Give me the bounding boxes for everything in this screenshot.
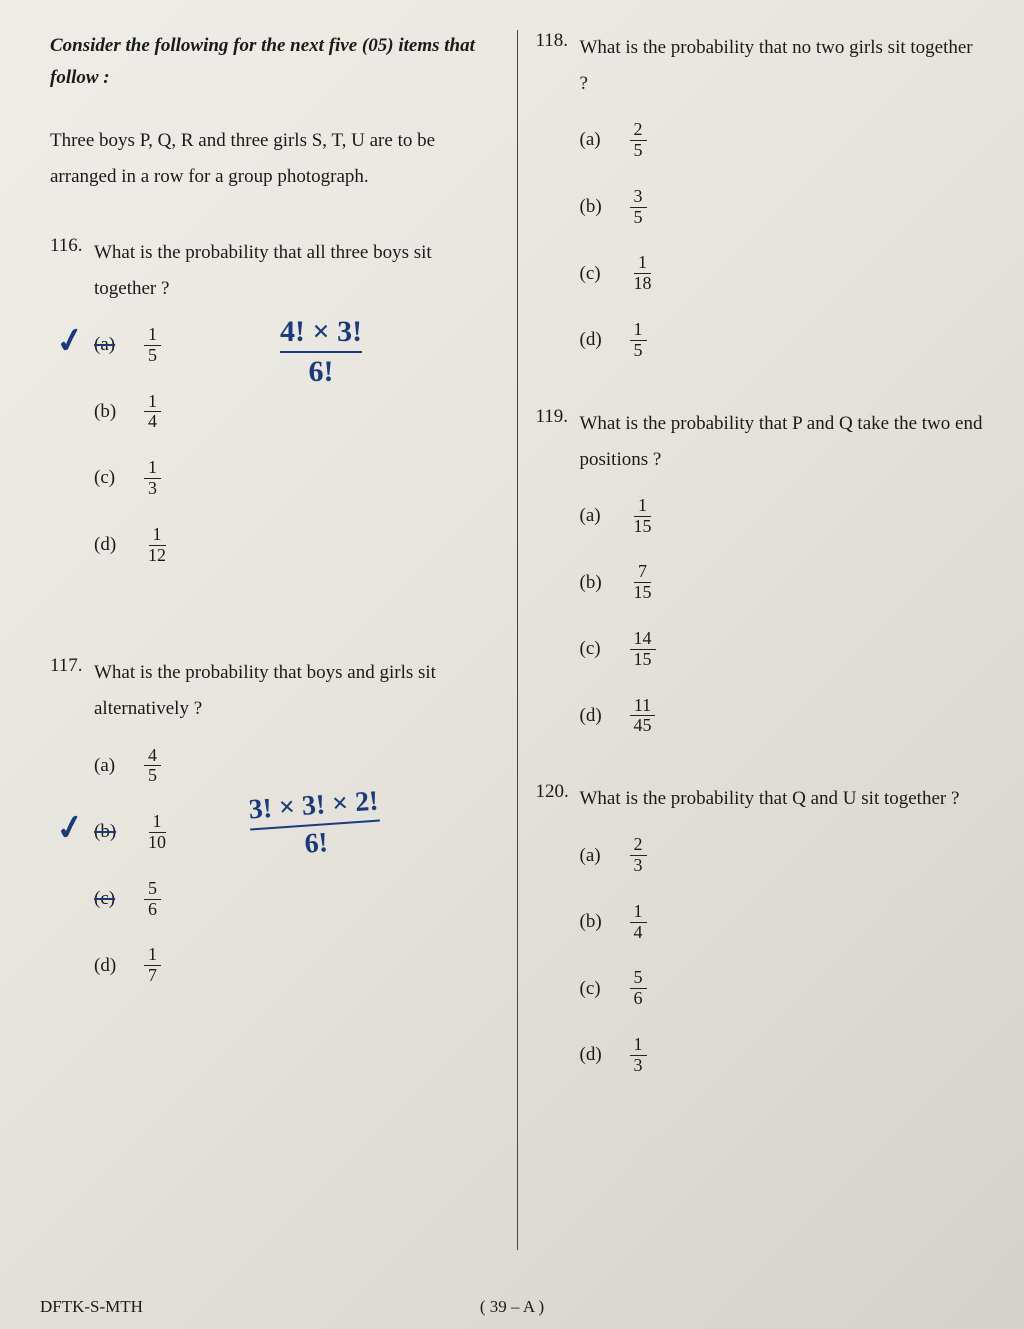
- question-text: What is the probability that no two girl…: [580, 30, 985, 102]
- fraction: 14: [630, 902, 647, 943]
- option-a: ✓ (a) 15: [94, 325, 499, 366]
- fraction: 15: [144, 325, 161, 366]
- option-a: (a) 23: [580, 835, 985, 876]
- option-label: (c): [94, 467, 144, 489]
- fraction: 13: [144, 458, 161, 499]
- left-column: Consider the following for the next five…: [40, 30, 517, 1250]
- fraction: 1415: [630, 629, 656, 670]
- check-icon: ✓: [53, 806, 88, 850]
- options-list: ✓ (a) 15 (b) 14 (c) 13 (d) 112: [94, 325, 499, 565]
- option-label: (a): [580, 505, 630, 527]
- option-b: (b) 715: [580, 562, 985, 603]
- setup-text: Three boys P, Q, R and three girls S, T,…: [50, 123, 499, 195]
- page-number: ( 39 – A ): [480, 1297, 544, 1317]
- option-a: (a) 45: [94, 746, 499, 787]
- options-list: (a) 45 ✓ (b) 110 (c) 56 (d) 17: [94, 746, 499, 986]
- fraction: 56: [630, 968, 647, 1009]
- fraction: 45: [144, 746, 161, 787]
- question-text: What is the probability that Q and U sit…: [580, 781, 960, 817]
- option-label: (d): [94, 534, 144, 556]
- exam-page: Consider the following for the next five…: [0, 0, 1024, 1329]
- option-label: (b): [580, 572, 630, 594]
- exam-code: DFTK-S-MTH: [40, 1297, 143, 1317]
- option-label: (c): [580, 638, 630, 660]
- option-label: (d): [580, 1044, 630, 1066]
- options-list: (a) 115 (b) 715 (c) 1415 (d) 1145: [580, 496, 985, 736]
- option-a: (a) 115: [580, 496, 985, 537]
- question-118: 118. What is the probability that no two…: [536, 30, 985, 361]
- option-c: (c) 118: [580, 253, 985, 294]
- option-label: (d): [94, 955, 144, 977]
- option-c: (c) 13: [94, 458, 499, 499]
- fraction: 35: [630, 187, 647, 228]
- intro-text: Consider the following for the next five…: [50, 30, 499, 95]
- option-d: (d) 112: [94, 525, 499, 566]
- fraction: 1145: [630, 696, 656, 737]
- two-column-layout: Consider the following for the next five…: [40, 30, 994, 1250]
- question-number: 116.: [50, 235, 94, 307]
- fraction: 118: [630, 253, 656, 294]
- fraction: 110: [144, 812, 170, 853]
- option-label: (a): [580, 845, 630, 867]
- option-c: (c) 1415: [580, 629, 985, 670]
- option-label: (d): [580, 705, 630, 727]
- option-label: (b): [580, 911, 630, 933]
- check-icon: ✓: [53, 319, 88, 363]
- fraction: 13: [630, 1035, 647, 1076]
- option-b: (b) 14: [94, 392, 499, 433]
- question-number: 120.: [536, 781, 580, 817]
- option-label: (c): [94, 888, 144, 910]
- fraction: 115: [630, 496, 656, 537]
- fraction: 25: [630, 120, 647, 161]
- option-label: (d): [580, 329, 630, 351]
- question-number: 118.: [536, 30, 580, 102]
- fraction: 23: [630, 835, 647, 876]
- option-label: (c): [580, 978, 630, 1000]
- fraction: 17: [144, 945, 161, 986]
- option-a: (a) 25: [580, 120, 985, 161]
- page-footer: DFTK-S-MTH ( 39 – A ): [0, 1297, 1024, 1317]
- option-d: (d) 17: [94, 945, 499, 986]
- option-label: (c): [580, 263, 630, 285]
- question-text: What is the probability that all three b…: [94, 235, 499, 307]
- fraction: 56: [144, 879, 161, 920]
- option-label: (b): [580, 196, 630, 218]
- question-116: 116. What is the probability that all th…: [50, 235, 499, 566]
- option-c: (c) 56: [94, 879, 499, 920]
- option-label: (a): [94, 755, 144, 777]
- options-list: (a) 25 (b) 35 (c) 118 (d) 15: [580, 120, 985, 360]
- question-117: 117. What is the probability that boys a…: [50, 655, 499, 986]
- option-b: ✓ (b) 110: [94, 812, 499, 853]
- question-text: What is the probability that P and Q tak…: [580, 406, 985, 478]
- fraction: 14: [144, 392, 161, 433]
- option-c: (c) 56: [580, 968, 985, 1009]
- fraction: 15: [630, 320, 647, 361]
- options-list: (a) 23 (b) 14 (c) 56 (d) 13: [580, 835, 985, 1075]
- option-d: (d) 1145: [580, 696, 985, 737]
- option-label: (b): [94, 821, 144, 843]
- option-label: (a): [94, 334, 144, 356]
- option-d: (d) 13: [580, 1035, 985, 1076]
- question-120: 120. What is the probability that Q and …: [536, 781, 985, 1075]
- option-b: (b) 14: [580, 902, 985, 943]
- fraction: 112: [144, 525, 170, 566]
- question-text: What is the probability that boys and gi…: [94, 655, 499, 727]
- question-number: 117.: [50, 655, 94, 727]
- option-d: (d) 15: [580, 320, 985, 361]
- option-b: (b) 35: [580, 187, 985, 228]
- question-number: 119.: [536, 406, 580, 478]
- fraction: 715: [630, 562, 656, 603]
- question-119: 119. What is the probability that P and …: [536, 406, 985, 737]
- option-label: (b): [94, 401, 144, 423]
- option-label: (a): [580, 129, 630, 151]
- right-column: 118. What is the probability that no two…: [517, 30, 995, 1250]
